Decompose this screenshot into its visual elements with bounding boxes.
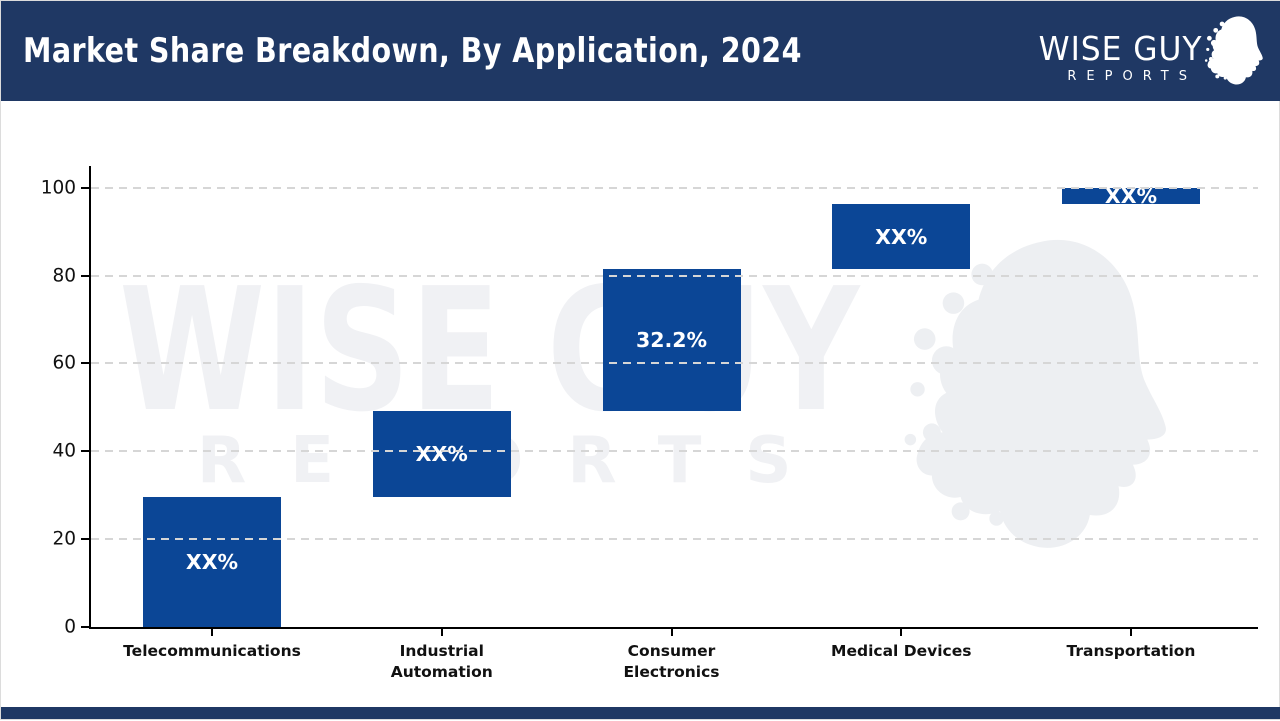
y-axis-tick: [81, 450, 90, 453]
y-axis-tick: [81, 362, 90, 365]
bar: XX%: [143, 497, 281, 627]
bar-value-label: XX%: [875, 224, 928, 249]
x-category-label: Consumer Electronics: [623, 642, 720, 681]
y-tick-label: 20: [52, 528, 76, 550]
gridline: [91, 538, 1258, 541]
gridline: [91, 450, 1258, 453]
bar: XX%: [1062, 187, 1200, 204]
logo-wordmark: WISE GUY: [1039, 29, 1203, 68]
x-category-label: Industrial Automation: [390, 642, 493, 681]
bar: XX%: [832, 203, 971, 270]
y-tick-label: 100: [40, 177, 76, 199]
bar: 32.2%: [602, 269, 741, 411]
gridline: [91, 274, 1258, 277]
bar-value-label: 32.2%: [635, 328, 708, 353]
wiseguy-logo: WISE GUY REPORTS: [1015, 7, 1265, 95]
bar-value-label: XX%: [1104, 187, 1158, 204]
logo-subtext: REPORTS: [1067, 69, 1197, 84]
x-axis-tick: [211, 627, 213, 636]
x-axis-tick: [1130, 627, 1132, 636]
bar-value-label: XX%: [415, 442, 468, 467]
y-axis-tick: [81, 538, 90, 541]
gridline: [91, 362, 1258, 365]
footer-bar: [1, 707, 1280, 719]
x-category-label: Transportation: [1066, 642, 1196, 660]
y-axis-tick: [81, 274, 90, 277]
x-axis-tick: [440, 627, 443, 636]
x-axis-tick: [900, 627, 903, 636]
y-tick-label: 60: [52, 352, 76, 374]
y-tick-label: 0: [64, 616, 76, 638]
bar: XX%: [372, 411, 511, 498]
chart-title: Market Share Breakdown, By Application, …: [23, 31, 802, 71]
y-axis-line: [89, 166, 91, 629]
x-axis-line: [89, 627, 1258, 629]
y-tick-label: 80: [52, 265, 76, 287]
x-category-label: Telecommunications: [123, 642, 301, 660]
header-bar: Market Share Breakdown, By Application, …: [1, 1, 1280, 101]
y-axis-tick: [81, 626, 90, 628]
x-axis-tick: [670, 627, 673, 636]
bar-value-label: XX%: [185, 550, 239, 575]
x-category-label: Medical Devices: [831, 642, 972, 660]
y-axis-tick: [81, 186, 90, 189]
logo-head-icon: [1203, 11, 1265, 91]
y-tick-label: 40: [52, 440, 76, 462]
gridline: [91, 186, 1258, 189]
